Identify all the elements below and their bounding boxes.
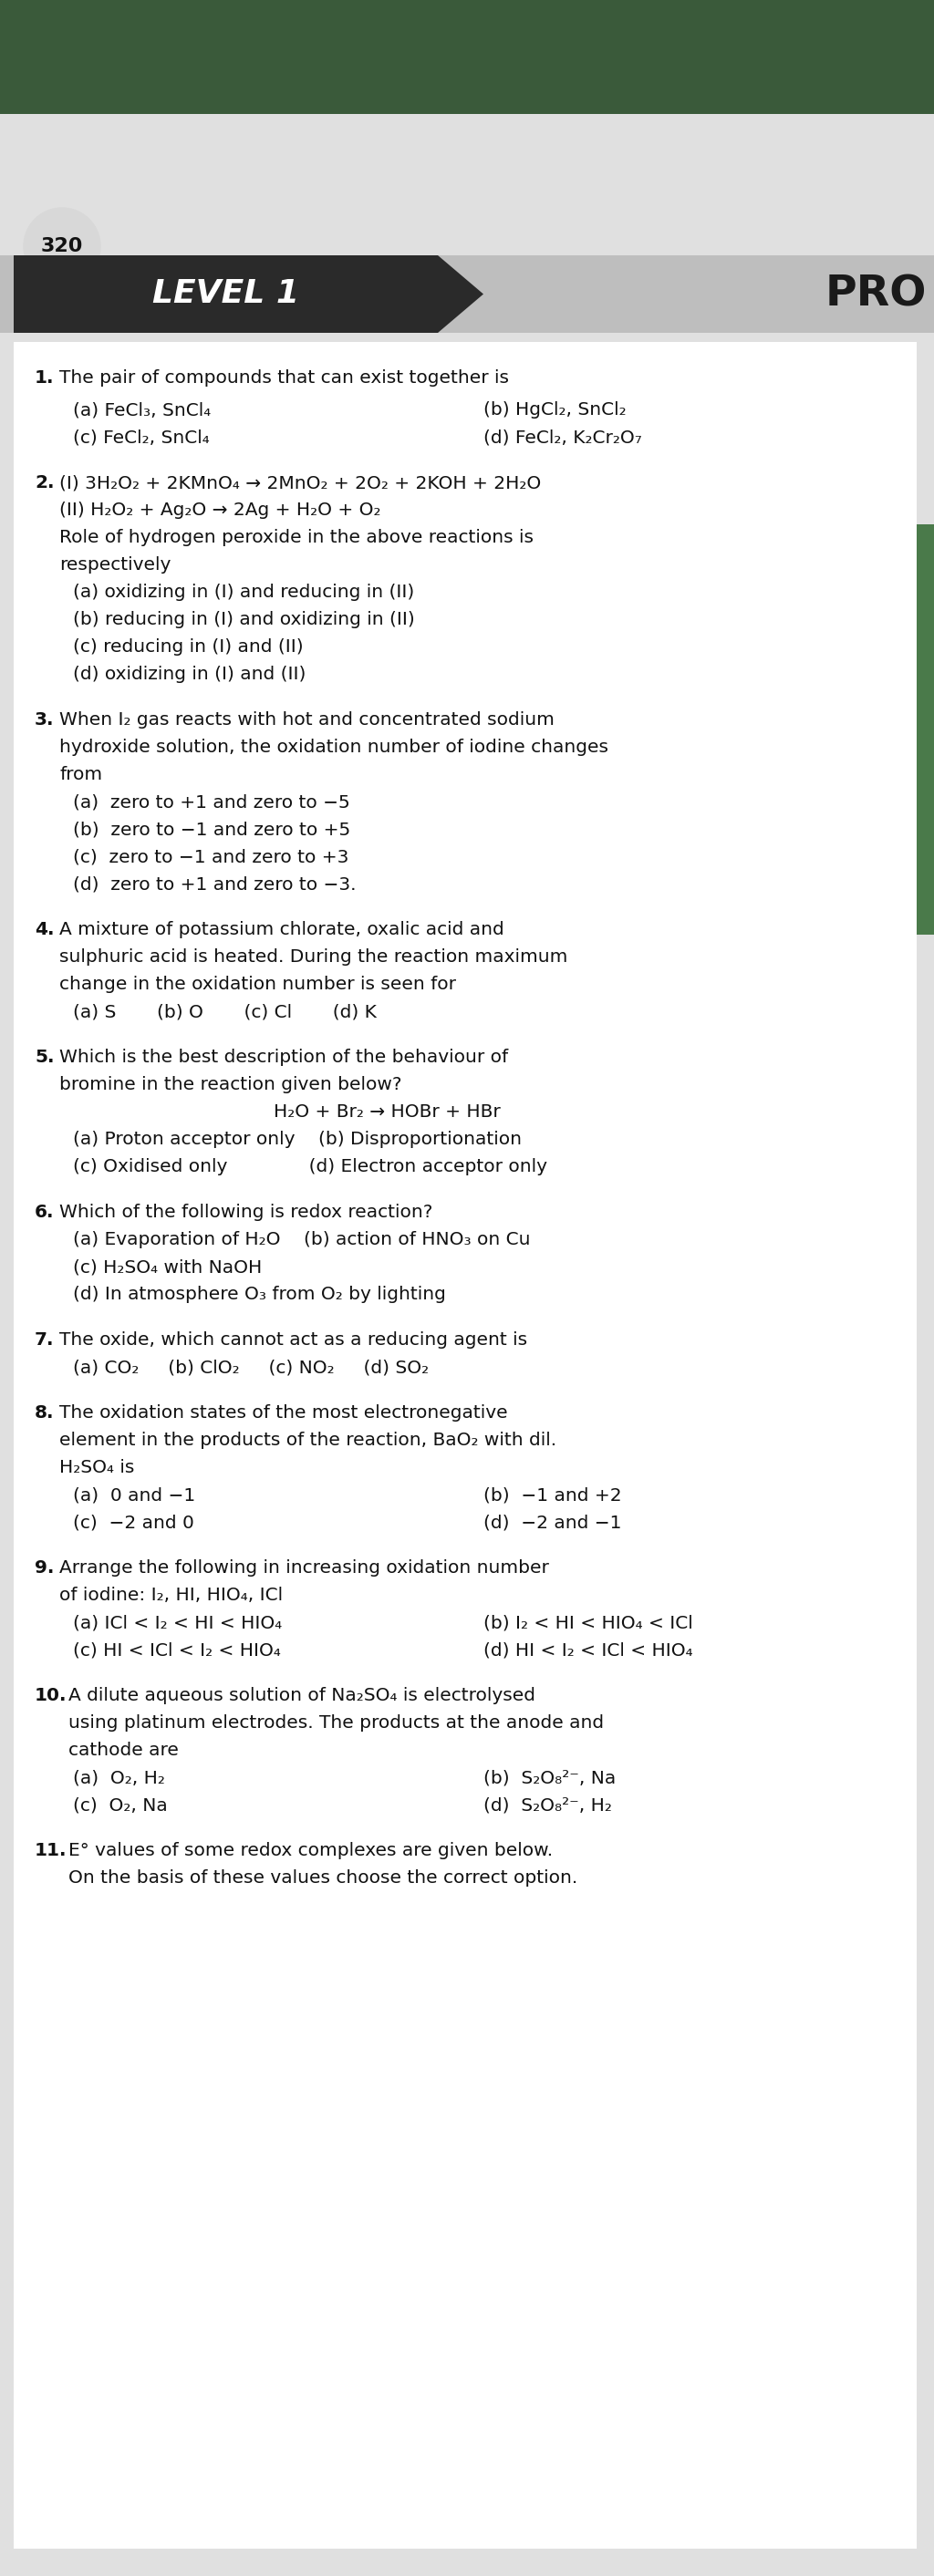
Text: 320: 320 xyxy=(41,237,83,255)
Text: H₂O + Br₂ → HOBr + HBr: H₂O + Br₂ → HOBr + HBr xyxy=(274,1103,501,1121)
Text: (a)  zero to +1 and zero to −5: (a) zero to +1 and zero to −5 xyxy=(73,793,350,811)
Text: (b) HgCl₂, SnCl₂: (b) HgCl₂, SnCl₂ xyxy=(484,402,627,417)
Text: (d) oxidizing in (I) and (II): (d) oxidizing in (I) and (II) xyxy=(73,665,306,683)
Text: 4.: 4. xyxy=(35,922,54,938)
Text: E° values of some redox complexes are given below.: E° values of some redox complexes are gi… xyxy=(68,1842,553,1860)
FancyBboxPatch shape xyxy=(14,343,916,2548)
Text: 11.: 11. xyxy=(35,1842,67,1860)
Text: 5.: 5. xyxy=(35,1048,54,1066)
Text: using platinum electrodes. The products at the anode and: using platinum electrodes. The products … xyxy=(68,1713,604,1731)
FancyBboxPatch shape xyxy=(0,255,934,332)
Text: A dilute aqueous solution of Na₂SO₄ is electrolysed: A dilute aqueous solution of Na₂SO₄ is e… xyxy=(68,1687,535,1705)
Text: change in the oxidation number is seen for: change in the oxidation number is seen f… xyxy=(59,976,456,992)
Text: (a) S       (b) O       (c) Cl       (d) K: (a) S (b) O (c) Cl (d) K xyxy=(73,1002,376,1020)
Text: (b) reducing in (I) and oxidizing in (II): (b) reducing in (I) and oxidizing in (II… xyxy=(73,611,415,629)
Text: (c)  −2 and 0: (c) −2 and 0 xyxy=(73,1515,194,1530)
Text: (a) Evaporation of H₂O    (b) action of HNO₃ on Cu: (a) Evaporation of H₂O (b) action of HNO… xyxy=(73,1231,531,1249)
Text: (a)  0 and −1: (a) 0 and −1 xyxy=(73,1486,195,1504)
Text: (c) Oxidised only              (d) Electron acceptor only: (c) Oxidised only (d) Electron acceptor … xyxy=(73,1159,547,1175)
Text: cathode are: cathode are xyxy=(68,1741,178,1759)
Text: Which of the following is redox reaction?: Which of the following is redox reaction… xyxy=(59,1203,432,1221)
Text: (c)  O₂, Na: (c) O₂, Na xyxy=(73,1795,167,1814)
Text: LEVEL 1: LEVEL 1 xyxy=(152,278,299,309)
Text: H₂SO₄ is: H₂SO₄ is xyxy=(59,1458,134,1476)
Text: 1.: 1. xyxy=(35,368,54,386)
Text: (a) ICl < I₂ < HI < HIO₄: (a) ICl < I₂ < HI < HIO₄ xyxy=(73,1615,282,1631)
Text: (d)  zero to +1 and zero to −3.: (d) zero to +1 and zero to −3. xyxy=(73,876,356,894)
Text: 9.: 9. xyxy=(35,1558,54,1577)
Text: The oxidation states of the most electronegative: The oxidation states of the most electro… xyxy=(59,1404,508,1422)
Text: (d)  −2 and −1: (d) −2 and −1 xyxy=(484,1515,622,1530)
Text: (b)  zero to −1 and zero to +5: (b) zero to −1 and zero to +5 xyxy=(73,822,350,837)
Text: 6.: 6. xyxy=(35,1203,54,1221)
Polygon shape xyxy=(14,255,484,332)
Text: (d) HI < I₂ < ICl < HIO₄: (d) HI < I₂ < ICl < HIO₄ xyxy=(484,1641,693,1659)
Polygon shape xyxy=(0,113,934,224)
Text: of iodine: I₂, HI, HIO₄, ICl: of iodine: I₂, HI, HIO₄, ICl xyxy=(59,1587,283,1605)
Text: from: from xyxy=(59,765,102,783)
Circle shape xyxy=(23,209,100,283)
Text: hydroxide solution, the oxidation number of iodine changes: hydroxide solution, the oxidation number… xyxy=(59,739,608,755)
Text: (a) FeCl₃, SnCl₄: (a) FeCl₃, SnCl₄ xyxy=(73,402,211,417)
Text: 3.: 3. xyxy=(35,711,54,729)
Text: The pair of compounds that can exist together is: The pair of compounds that can exist tog… xyxy=(59,368,509,386)
Text: The oxide, which cannot act as a reducing agent is: The oxide, which cannot act as a reducin… xyxy=(59,1332,528,1350)
Text: 7.: 7. xyxy=(35,1332,54,1350)
Text: 2.: 2. xyxy=(35,474,54,492)
Text: 10.: 10. xyxy=(35,1687,67,1705)
Text: Role of hydrogen peroxide in the above reactions is: Role of hydrogen peroxide in the above r… xyxy=(59,528,533,546)
Text: element in the products of the reaction, BaO₂ with dil.: element in the products of the reaction,… xyxy=(59,1432,557,1448)
Text: On the basis of these values choose the correct option.: On the basis of these values choose the … xyxy=(68,1870,577,1886)
Text: (c) H₂SO₄ with NaOH: (c) H₂SO₄ with NaOH xyxy=(73,1257,262,1275)
Text: Arrange the following in increasing oxidation number: Arrange the following in increasing oxid… xyxy=(59,1558,549,1577)
Text: (a) Proton acceptor only    (b) Disproportionation: (a) Proton acceptor only (b) Disproporti… xyxy=(73,1131,522,1149)
Text: bromine in the reaction given below?: bromine in the reaction given below? xyxy=(59,1077,402,1092)
Text: (I) 3H₂O₂ + 2KMnO₄ → 2MnO₂ + 2O₂ + 2KOH + 2H₂O: (I) 3H₂O₂ + 2KMnO₄ → 2MnO₂ + 2O₂ + 2KOH … xyxy=(59,474,541,492)
Text: (c) FeCl₂, SnCl₄: (c) FeCl₂, SnCl₄ xyxy=(73,428,209,446)
Text: (b)  −1 and +2: (b) −1 and +2 xyxy=(484,1486,622,1504)
Text: (b) I₂ < HI < HIO₄ < ICl: (b) I₂ < HI < HIO₄ < ICl xyxy=(484,1615,693,1631)
Text: PRO: PRO xyxy=(825,273,927,314)
Text: (d)  S₂O₈²⁻, H₂: (d) S₂O₈²⁻, H₂ xyxy=(484,1795,612,1814)
Text: (II) H₂O₂ + Ag₂O → 2Ag + H₂O + O₂: (II) H₂O₂ + Ag₂O → 2Ag + H₂O + O₂ xyxy=(59,502,381,518)
Text: (b)  S₂O₈²⁻, Na: (b) S₂O₈²⁻, Na xyxy=(484,1770,616,1785)
Text: Which is the best description of the behaviour of: Which is the best description of the beh… xyxy=(59,1048,508,1066)
Text: When I₂ gas reacts with hot and concentrated sodium: When I₂ gas reacts with hot and concentr… xyxy=(59,711,555,729)
Text: (c) reducing in (I) and (II): (c) reducing in (I) and (II) xyxy=(73,639,304,657)
Text: A mixture of potassium chlorate, oxalic acid and: A mixture of potassium chlorate, oxalic … xyxy=(59,922,504,938)
Text: (c) HI < ICl < I₂ < HIO₄: (c) HI < ICl < I₂ < HIO₄ xyxy=(73,1641,281,1659)
Text: 8.: 8. xyxy=(35,1404,54,1422)
FancyBboxPatch shape xyxy=(0,0,934,224)
Text: (a) oxidizing in (I) and reducing in (II): (a) oxidizing in (I) and reducing in (II… xyxy=(73,585,415,600)
FancyBboxPatch shape xyxy=(0,113,934,2576)
FancyBboxPatch shape xyxy=(916,526,934,935)
Text: (c)  zero to −1 and zero to +3: (c) zero to −1 and zero to +3 xyxy=(73,848,348,866)
Text: (d) FeCl₂, K₂Cr₂O₇: (d) FeCl₂, K₂Cr₂O₇ xyxy=(484,428,642,446)
Text: (a)  O₂, H₂: (a) O₂, H₂ xyxy=(73,1770,165,1785)
Text: respectively: respectively xyxy=(59,556,171,574)
Text: (d) In atmosphere O₃ from O₂ by lighting: (d) In atmosphere O₃ from O₂ by lighting xyxy=(73,1285,446,1303)
Text: sulphuric acid is heated. During the reaction maximum: sulphuric acid is heated. During the rea… xyxy=(59,948,568,966)
Text: (a) CO₂     (b) ClO₂     (c) NO₂     (d) SO₂: (a) CO₂ (b) ClO₂ (c) NO₂ (d) SO₂ xyxy=(73,1358,429,1376)
